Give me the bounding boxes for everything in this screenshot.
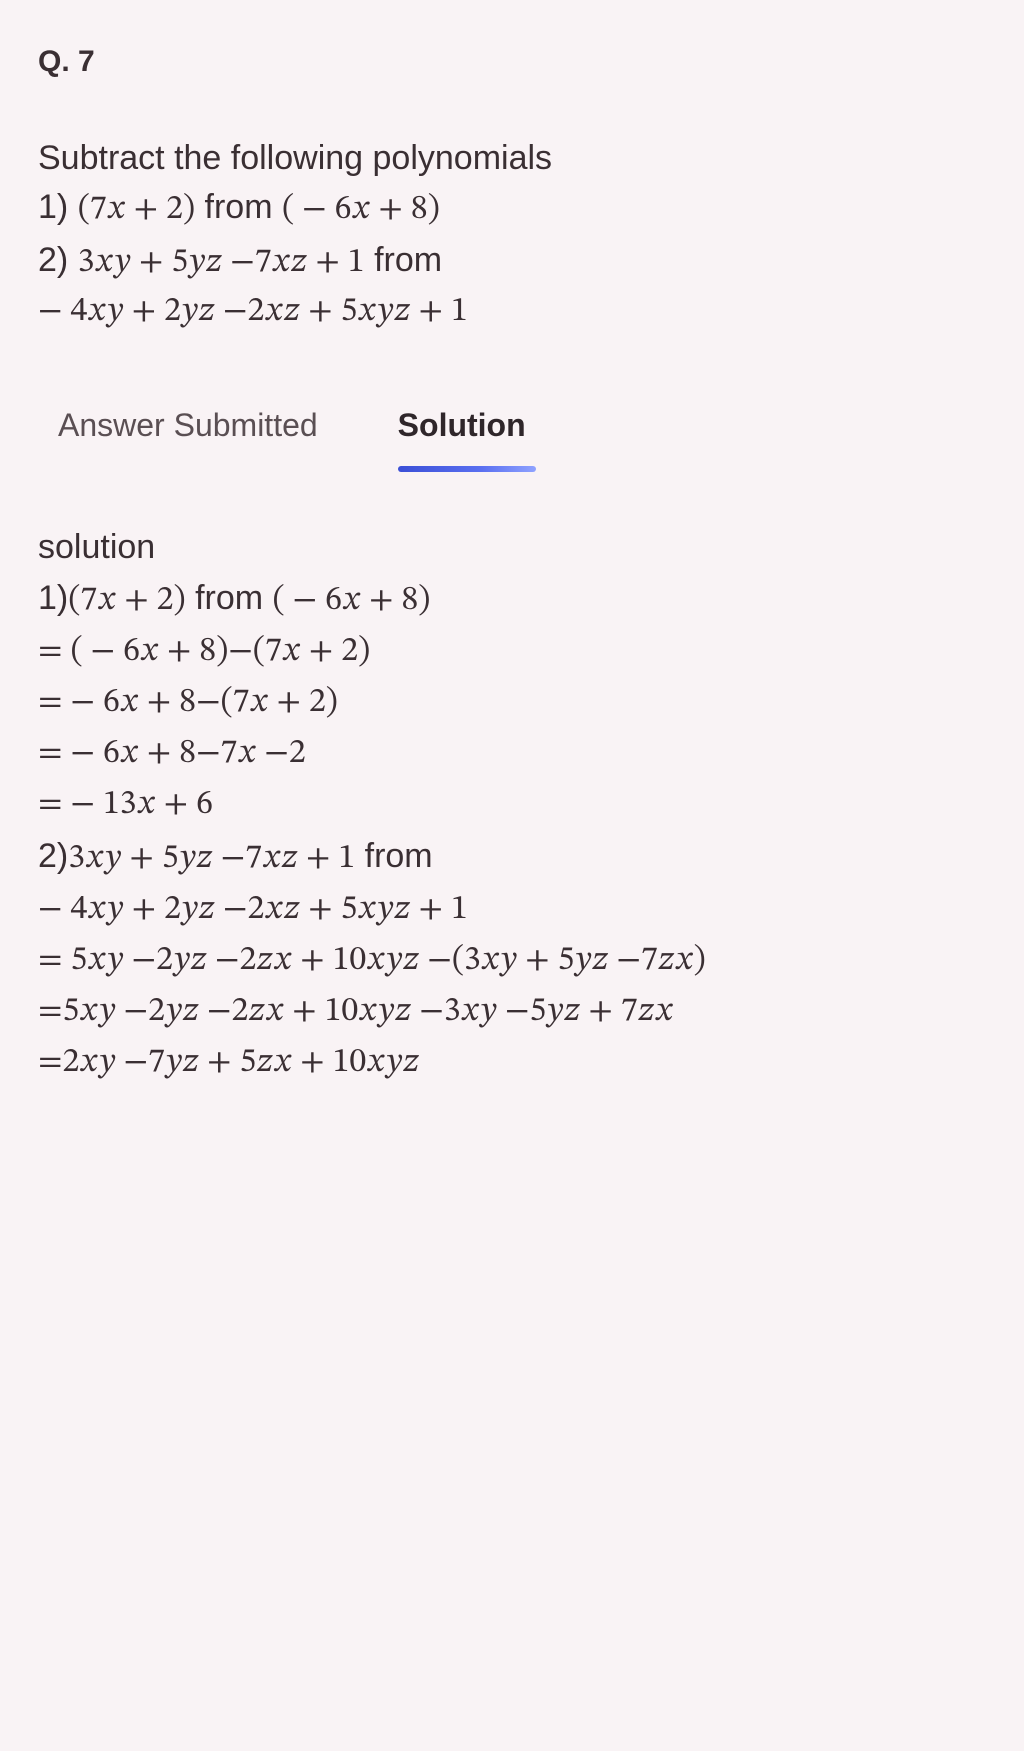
- sol1-line3: = − 6𝑥 + 8−(7𝑥 + 2): [38, 678, 986, 729]
- sol1-line4: = − 6𝑥 + 8−7𝑥 −2: [38, 729, 986, 780]
- sol1-prefix: 1): [38, 579, 68, 617]
- question-part-2-line1: 2) 3𝑥𝑦 + 5𝑦𝑧 −7𝑥𝑧 + 1 from: [38, 236, 986, 288]
- tab-answer-submitted[interactable]: Answer Submitted: [58, 407, 318, 452]
- question-part-2-line2: − 4𝑥𝑦 + 2𝑦𝑧 −2𝑥𝑧 + 5𝑥𝑦𝑧 + 1: [38, 288, 986, 337]
- solution-heading: solution: [38, 522, 986, 573]
- sol1-line5: = − 13𝑥 + 6: [38, 780, 986, 831]
- part1-math-b: ( − 6𝑥 + 8): [282, 193, 440, 227]
- stem-text: Subtract the following polynomials: [38, 134, 986, 183]
- question-number: Q. 7: [38, 45, 986, 79]
- tabs-row: Answer Submitted Solution: [58, 407, 986, 452]
- tab-solution[interactable]: Solution: [398, 407, 526, 452]
- part1-middle: from: [195, 188, 282, 226]
- sol2-mid: from: [355, 837, 432, 875]
- question-part-1: 1) (7𝑥 + 2) from ( − 6𝑥 + 8): [38, 183, 986, 235]
- part1-math-a: (7𝑥 + 2): [78, 193, 195, 227]
- part2-math-a: 3𝑥𝑦 + 5𝑦𝑧 −7𝑥𝑧 + 1: [78, 246, 365, 280]
- sol1-a: (7𝑥 + 2): [68, 584, 185, 618]
- part2-prefix: 2): [38, 241, 78, 279]
- part2-middle: from: [365, 241, 442, 279]
- question-stem: Subtract the following polynomials 1) (7…: [38, 134, 986, 337]
- sol2-line1: 2)3𝑥𝑦 + 5𝑦𝑧 −7𝑥𝑧 + 1 from: [38, 831, 986, 885]
- sol1-line2: = ( − 6𝑥 + 8)−(7𝑥 + 2): [38, 627, 986, 678]
- sol2-line5: =2𝑥𝑦 −7𝑦𝑧 + 5𝑧𝑥 + 10𝑥𝑦𝑧: [38, 1038, 986, 1089]
- sol2-a: 3𝑥𝑦 + 5𝑦𝑧 −7𝑥𝑧 + 1: [68, 842, 355, 876]
- sol1-mid: from: [186, 579, 273, 617]
- sol2-line3: = 5𝑥𝑦 −2𝑦𝑧 −2𝑧𝑥 + 10𝑥𝑦𝑧 −(3𝑥𝑦 + 5𝑦𝑧 −7𝑧𝑥…: [38, 936, 986, 987]
- sol2-prefix: 2): [38, 837, 68, 875]
- solution-body: solution 1)(7𝑥 + 2) from ( − 6𝑥 + 8) = (…: [38, 522, 986, 1089]
- part1-prefix: 1): [38, 188, 78, 226]
- sol2-line2: − 4𝑥𝑦 + 2𝑦𝑧 −2𝑥𝑧 + 5𝑥𝑦𝑧 + 1: [38, 885, 986, 936]
- sol2-line4: =5𝑥𝑦 −2𝑦𝑧 −2𝑧𝑥 + 10𝑥𝑦𝑧 −3𝑥𝑦 −5𝑦𝑧 + 7𝑧𝑥: [38, 987, 986, 1038]
- sol1-line1: 1)(7𝑥 + 2) from ( − 6𝑥 + 8): [38, 573, 986, 627]
- sol1-b: ( − 6𝑥 + 8): [273, 584, 431, 618]
